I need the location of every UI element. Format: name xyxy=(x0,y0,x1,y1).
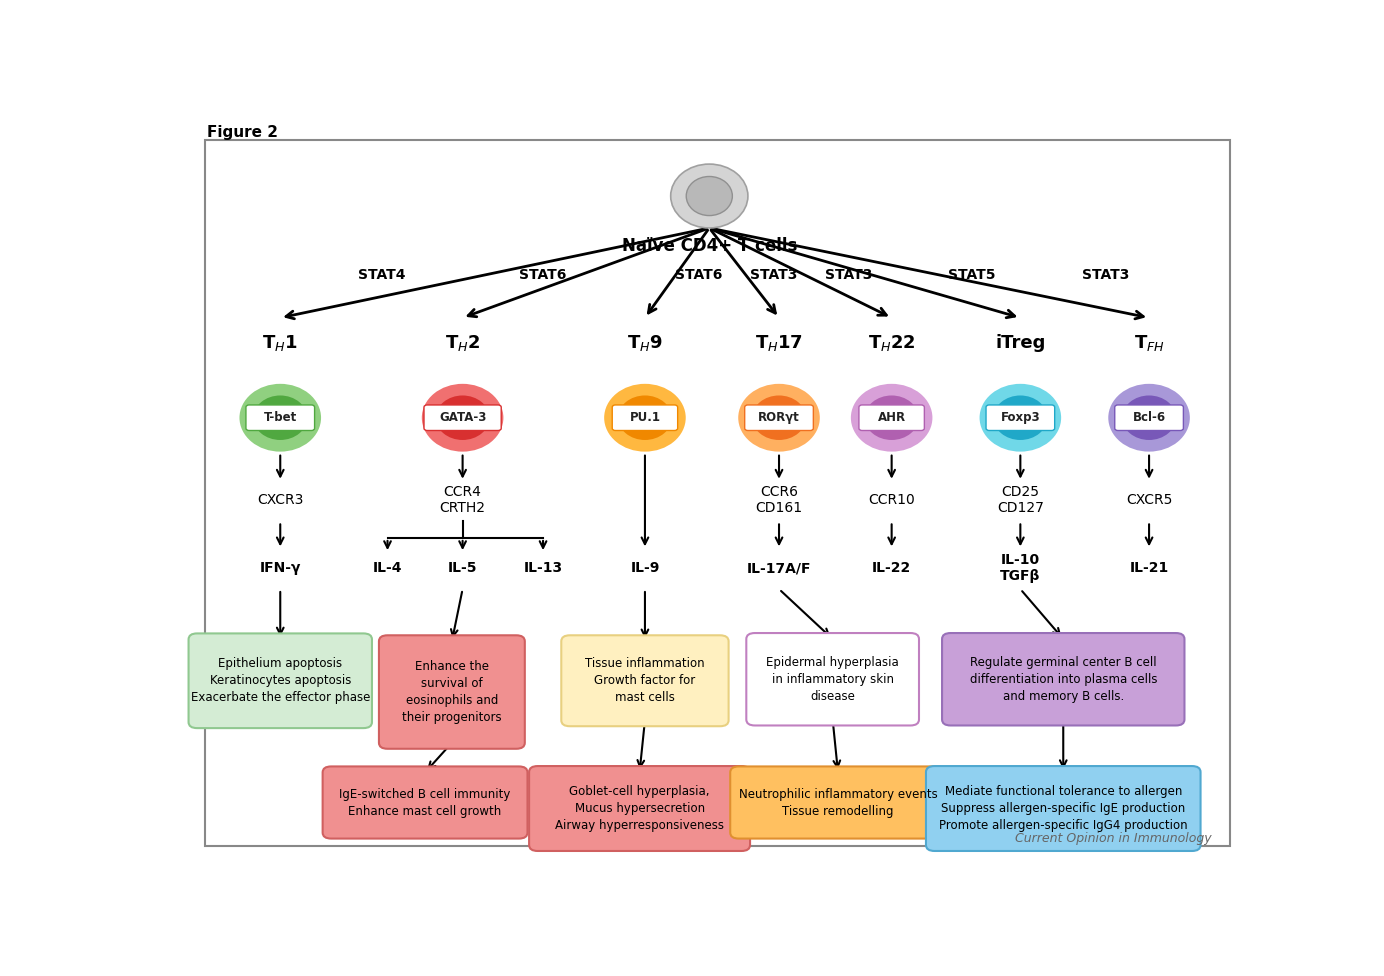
Text: IL-22: IL-22 xyxy=(872,561,911,575)
FancyBboxPatch shape xyxy=(731,766,945,838)
Ellipse shape xyxy=(978,383,1062,453)
Text: Regulate germinal center B cell
differentiation into plasma cells
and memory B c: Regulate germinal center B cell differen… xyxy=(970,656,1157,703)
Text: CXCR3: CXCR3 xyxy=(257,494,303,508)
Text: T$_H$9: T$_H$9 xyxy=(627,333,663,352)
Text: GATA-3: GATA-3 xyxy=(439,411,486,425)
Text: T$_H$2: T$_H$2 xyxy=(444,333,480,352)
Text: Neutrophilic inflammatory events
Tissue remodelling: Neutrophilic inflammatory events Tissue … xyxy=(739,788,937,818)
FancyBboxPatch shape xyxy=(424,405,501,430)
Text: CD25
CD127: CD25 CD127 xyxy=(996,485,1044,515)
Text: IgE-switched B cell immunity
Enhance mast cell growth: IgE-switched B cell immunity Enhance mas… xyxy=(339,788,511,818)
FancyBboxPatch shape xyxy=(188,633,372,728)
Text: RORγt: RORγt xyxy=(758,411,800,425)
FancyBboxPatch shape xyxy=(246,405,314,430)
Text: Tissue inflammation
Growth factor for
mast cells: Tissue inflammation Growth factor for ma… xyxy=(585,657,704,705)
Text: Epidermal hyperplasia
in inflammatory skin
disease: Epidermal hyperplasia in inflammatory sk… xyxy=(767,656,900,703)
Text: STAT6: STAT6 xyxy=(675,268,722,282)
Text: iTreg: iTreg xyxy=(995,334,1045,351)
Text: Enhance the
survival of
eosinophils and
their progenitors: Enhance the survival of eosinophils and … xyxy=(403,660,501,724)
FancyBboxPatch shape xyxy=(746,633,919,725)
Text: CCR6
CD161: CCR6 CD161 xyxy=(756,485,803,515)
Ellipse shape xyxy=(603,383,686,453)
Text: STAT3: STAT3 xyxy=(1082,268,1129,282)
Text: Goblet-cell hyperplasia,
Mucus hypersecretion
Airway hyperresponsiveness: Goblet-cell hyperplasia, Mucus hypersecr… xyxy=(555,785,724,832)
Ellipse shape xyxy=(686,177,732,216)
Ellipse shape xyxy=(435,394,490,441)
Text: Current Opinion in Immunology: Current Opinion in Immunology xyxy=(1014,832,1211,844)
Ellipse shape xyxy=(671,164,747,228)
Text: STAT3: STAT3 xyxy=(825,268,872,282)
Ellipse shape xyxy=(850,383,933,453)
Ellipse shape xyxy=(617,394,673,441)
Text: IFN-γ: IFN-γ xyxy=(260,561,300,575)
Text: Foxp3: Foxp3 xyxy=(1001,411,1041,425)
Text: T-bet: T-bet xyxy=(263,411,298,425)
Text: IL-9: IL-9 xyxy=(630,561,660,575)
Text: STAT4: STAT4 xyxy=(358,268,406,282)
Ellipse shape xyxy=(1107,383,1190,453)
Text: IL-4: IL-4 xyxy=(372,561,403,575)
Ellipse shape xyxy=(738,383,821,453)
FancyBboxPatch shape xyxy=(745,405,814,430)
Text: Mediate functional tolerance to allergen
Suppress allergen-specific IgE producti: Mediate functional tolerance to allergen… xyxy=(938,785,1187,832)
Text: T$_H$17: T$_H$17 xyxy=(756,333,803,352)
Ellipse shape xyxy=(252,394,309,441)
FancyBboxPatch shape xyxy=(322,766,527,838)
Text: STAT3: STAT3 xyxy=(750,268,797,282)
Text: STAT5: STAT5 xyxy=(948,268,996,282)
FancyBboxPatch shape xyxy=(985,405,1055,430)
FancyBboxPatch shape xyxy=(612,405,678,430)
Text: AHR: AHR xyxy=(877,411,905,425)
FancyBboxPatch shape xyxy=(926,766,1200,851)
Text: STAT6: STAT6 xyxy=(519,268,566,282)
Ellipse shape xyxy=(992,394,1048,441)
Text: IL-21: IL-21 xyxy=(1129,561,1168,575)
Ellipse shape xyxy=(1121,394,1176,441)
FancyBboxPatch shape xyxy=(943,633,1185,725)
Text: T$_H$1: T$_H$1 xyxy=(263,333,298,352)
FancyBboxPatch shape xyxy=(859,405,925,430)
FancyBboxPatch shape xyxy=(379,635,525,749)
Text: Naïve CD4+ T cells: Naïve CD4+ T cells xyxy=(621,237,797,255)
FancyBboxPatch shape xyxy=(529,766,750,851)
Text: IL-5: IL-5 xyxy=(448,561,477,575)
Text: Bcl-6: Bcl-6 xyxy=(1132,411,1165,425)
Text: Figure 2: Figure 2 xyxy=(208,125,278,140)
Text: T$_{FH}$: T$_{FH}$ xyxy=(1133,333,1164,352)
Ellipse shape xyxy=(238,383,322,453)
Ellipse shape xyxy=(421,383,504,453)
Text: IL-17A/F: IL-17A/F xyxy=(747,561,811,575)
Text: PU.1: PU.1 xyxy=(630,411,660,425)
Text: CXCR5: CXCR5 xyxy=(1125,494,1172,508)
Ellipse shape xyxy=(864,394,919,441)
FancyBboxPatch shape xyxy=(562,635,728,726)
FancyBboxPatch shape xyxy=(1114,405,1183,430)
Text: CCR4
CRTH2: CCR4 CRTH2 xyxy=(440,485,486,515)
Text: IL-13: IL-13 xyxy=(523,561,563,575)
Ellipse shape xyxy=(752,394,807,441)
Text: CCR10: CCR10 xyxy=(868,494,915,508)
Text: IL-10
TGFβ: IL-10 TGFβ xyxy=(1001,553,1041,583)
Text: Epithelium apoptosis
Keratinocytes apoptosis
Exacerbate the effector phase: Epithelium apoptosis Keratinocytes apopt… xyxy=(191,657,370,705)
Text: T$_H$22: T$_H$22 xyxy=(868,333,916,352)
